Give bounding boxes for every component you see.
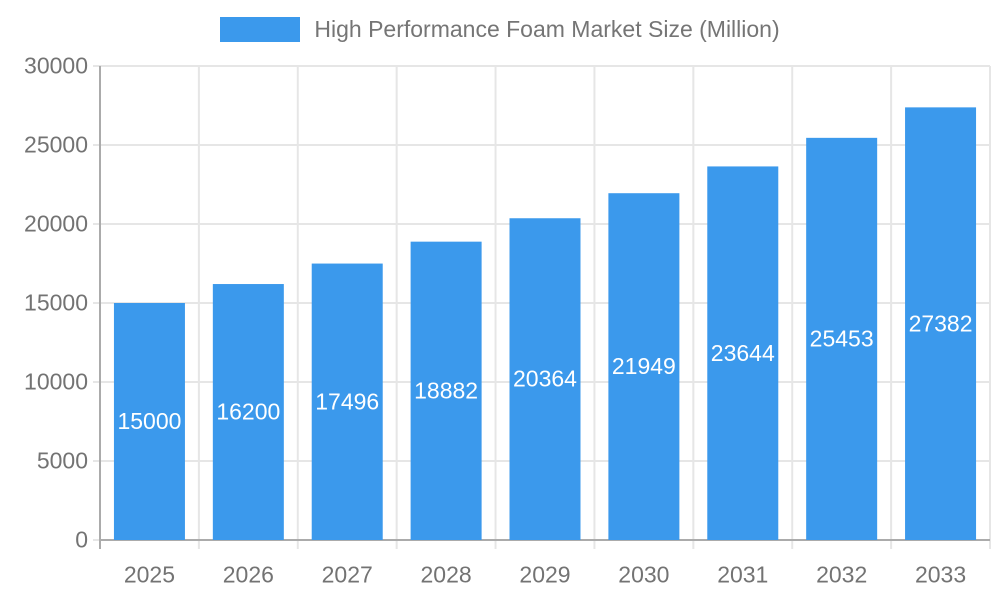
bar[interactable] [806,137,878,541]
legend-swatch-icon [220,17,301,42]
x-axis-tick-label: 2027 [322,562,373,588]
y-axis-tick-label: 25000 [24,132,88,158]
bar-value-label: 25453 [810,326,874,352]
y-axis-tick-label: 30000 [24,53,88,79]
y-axis-tick-label: 20000 [24,211,88,237]
y-axis-tick-label: 0 [75,527,88,553]
legend-label: High Performance Foam Market Size (Milli… [314,16,780,42]
x-axis-tick-label: 2030 [618,562,669,588]
bar[interactable] [311,263,383,540]
bar[interactable] [707,166,779,540]
bar-value-label: 18882 [414,377,478,403]
legend-item[interactable]: High Performance Foam Market Size (Milli… [220,16,780,42]
bar-value-label: 20364 [513,366,577,392]
legend: High Performance Foam Market Size (Milli… [0,17,1000,42]
bar-value-label: 16200 [216,399,280,425]
bar-value-label: 27382 [909,310,973,336]
bar-value-label: 17496 [315,388,379,414]
y-axis-tick-label: 10000 [24,369,88,395]
bar-value-label: 15000 [117,408,181,434]
bar[interactable] [608,193,680,540]
y-axis-tick-label: 5000 [37,448,88,474]
x-axis-tick-label: 2026 [223,562,274,588]
bar[interactable] [410,241,482,540]
bar[interactable] [905,107,977,540]
x-axis-tick-label: 2025 [124,562,175,588]
y-axis-tick-label: 15000 [24,290,88,316]
bar-value-label: 21949 [612,353,676,379]
x-axis-tick-label: 2031 [717,562,768,588]
x-axis-tick-label: 2028 [421,562,472,588]
bar[interactable] [113,303,185,540]
x-axis-tick-label: 2032 [816,562,867,588]
x-axis-tick-label: 2029 [519,562,570,588]
x-axis-tick-label: 2033 [915,562,966,588]
bar[interactable] [509,218,581,541]
bar[interactable] [212,284,284,540]
bar-value-label: 23644 [711,340,775,366]
